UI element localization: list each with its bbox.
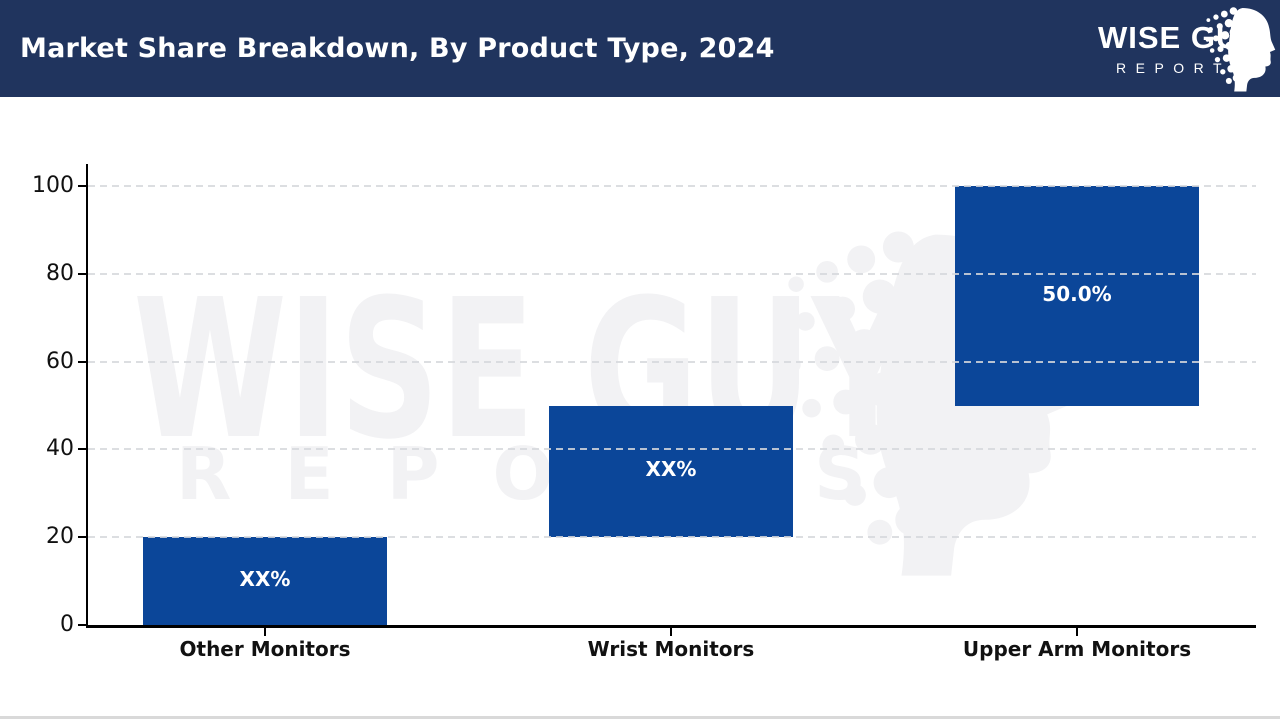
y-tick-label: 60 — [46, 348, 74, 374]
bar-label: XX% — [239, 567, 291, 592]
y-tick-label: 80 — [46, 260, 74, 286]
y-tick — [78, 624, 86, 626]
x-tick — [1076, 628, 1078, 636]
x-axis-label: Wrist Monitors — [587, 637, 755, 661]
y-tick — [78, 448, 86, 451]
bar-label: XX% — [645, 457, 697, 482]
y-tick — [78, 360, 86, 363]
y-tick — [78, 185, 86, 187]
x-tick — [264, 628, 266, 636]
grid-line — [88, 360, 1256, 363]
bar — [143, 537, 387, 625]
grid-line — [88, 536, 1256, 539]
header-bar: Market Share Breakdown, By Product Type,… — [0, 0, 1280, 97]
x-tick — [670, 628, 672, 636]
y-tick-label: 20 — [46, 524, 74, 550]
y-tick-label: 100 — [32, 173, 74, 198]
bottom-border — [0, 716, 1280, 719]
x-axis-spine — [86, 625, 1256, 628]
y-tick — [78, 536, 86, 539]
y-tick-label: 40 — [46, 436, 74, 462]
bar — [549, 405, 793, 538]
y-tick — [78, 272, 86, 275]
bar-label: 50.0% — [1042, 281, 1112, 306]
x-axis-label: Upper Arm Monitors — [962, 637, 1192, 661]
grid-line — [88, 185, 1256, 187]
y-tick-label: 0 — [60, 612, 74, 637]
grid-line — [88, 272, 1256, 275]
y-axis-spine — [86, 164, 88, 628]
grid-line — [88, 448, 1256, 451]
x-axis-label: Other Monitors — [179, 637, 351, 661]
brand-logo: WISE GUY REPORTS — [1036, 0, 1276, 97]
logo-subtext: REPORTS — [1116, 60, 1250, 76]
logo-head-icon — [1205, 7, 1276, 92]
chart-title: Market Share Breakdown, By Product Type,… — [20, 33, 775, 64]
